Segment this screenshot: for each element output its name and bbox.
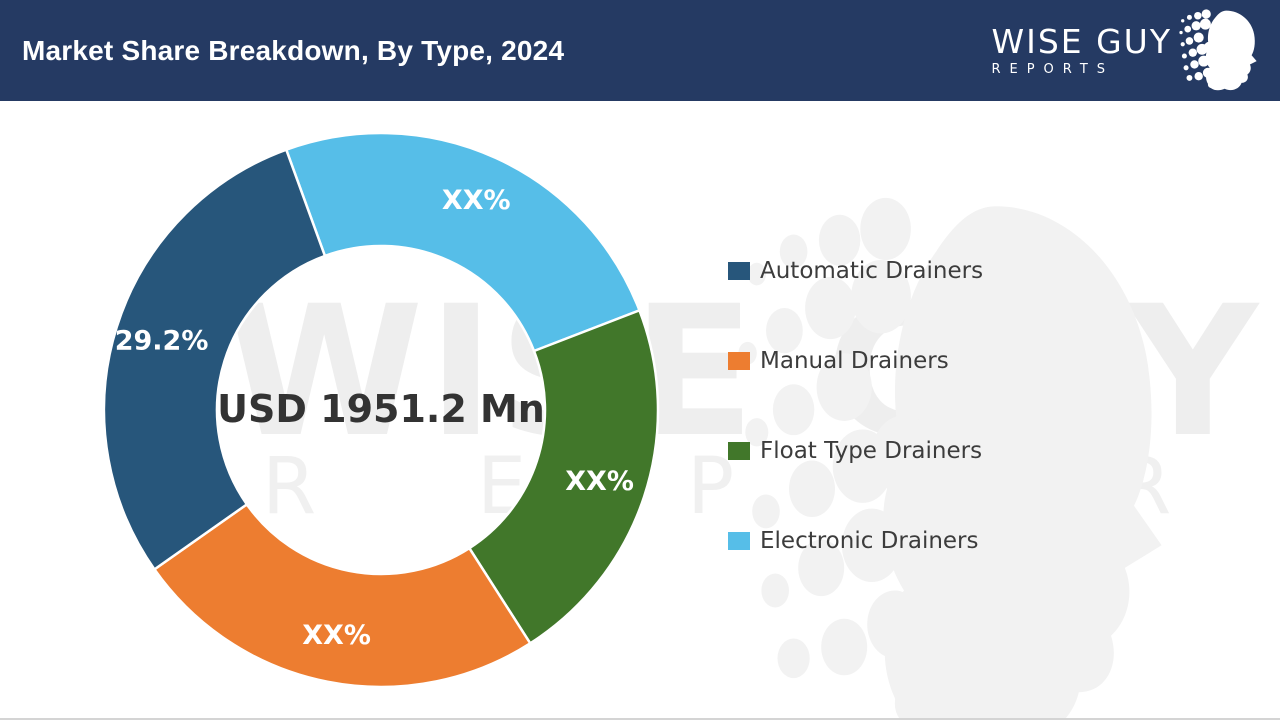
- donut-segments: [102, 131, 660, 689]
- legend-swatch: [728, 262, 750, 280]
- legend-item: Manual Drainers: [728, 348, 983, 374]
- legend-label: Automatic Drainers: [760, 258, 984, 284]
- donut-segment-automatic-drainers: [102, 148, 327, 571]
- header: Market Share Breakdown, By Type, 2024 WI…: [0, 0, 1280, 101]
- legend-swatch: [728, 532, 750, 550]
- page-title: Market Share Breakdown, By Type, 2024: [22, 34, 565, 66]
- donut-labels: XX% XX% XX% 29.2%: [115, 185, 634, 651]
- logo-text-wise-guy: WISE GUY: [991, 21, 1172, 61]
- legend-label: Float Type Drainers: [760, 438, 983, 464]
- legend-swatch: [728, 442, 750, 460]
- center-value-label: USD 1951.2 Mn: [217, 387, 545, 431]
- segment-value-label: XX%: [565, 466, 634, 497]
- legend-swatch: [728, 352, 750, 370]
- donut-segment-electronic-drainers: [285, 131, 641, 353]
- legend-label: Electronic Drainers: [760, 528, 979, 554]
- donut-segment-float-type-drainers: [468, 309, 660, 645]
- legend-item: Automatic Drainers: [728, 258, 983, 284]
- logo-text-reports: REPORTS: [991, 61, 1115, 77]
- legend-label: Manual Drainers: [760, 348, 949, 374]
- legend-item: Float Type Drainers: [728, 438, 983, 464]
- legend-item: Electronic Drainers: [728, 528, 983, 554]
- segment-value-label: 29.2%: [115, 326, 209, 357]
- legend: Automatic Drainers Manual Drainers Float T…: [728, 258, 983, 554]
- donut-chart: XX% XX% XX% 29.2% USD 1951.2 Mn: [102, 131, 660, 689]
- segment-value-label: XX%: [442, 185, 511, 216]
- logo-face-icon: [1179, 8, 1257, 90]
- segment-value-label: XX%: [302, 620, 371, 651]
- wiseguy-logo: WISE GUY REPORTS: [991, 8, 1260, 93]
- donut-segment-manual-drainers: [153, 503, 532, 689]
